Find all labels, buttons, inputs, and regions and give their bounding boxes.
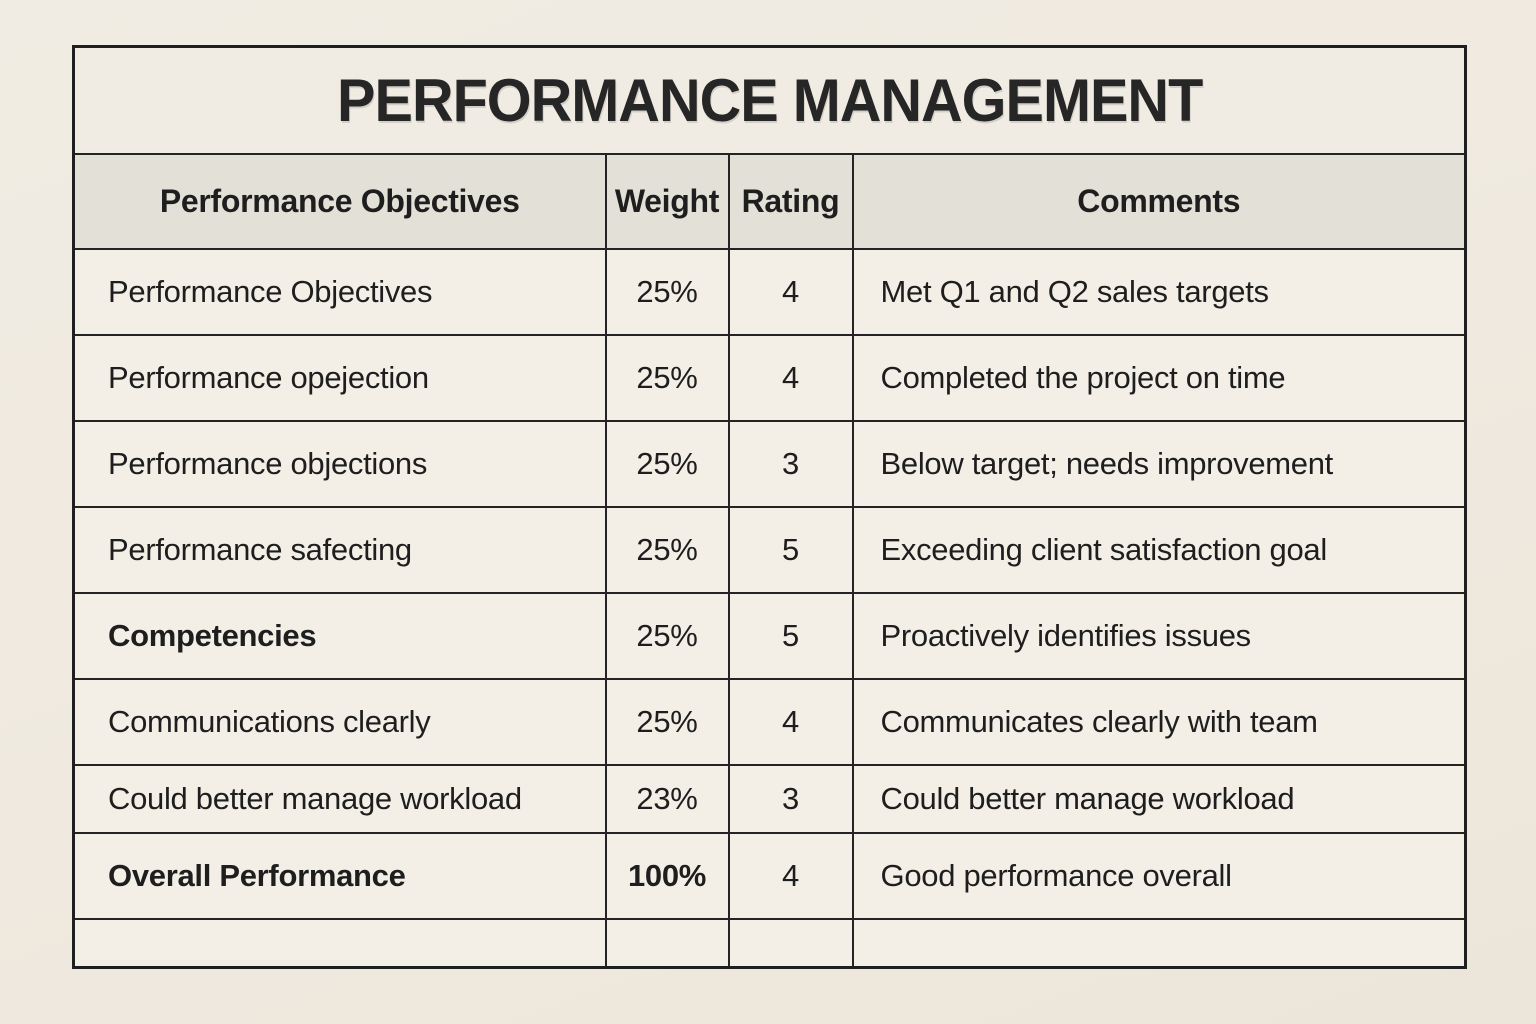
comment-cell: Communicates clearly with team [851, 678, 1467, 766]
weight-cell: 25% [604, 420, 730, 508]
comment-cell: Could better manage workload [851, 764, 1467, 834]
table-header-row: Performance Objectives Weight Rating Com… [72, 153, 1467, 250]
weight-cell: 25% [604, 248, 730, 336]
rating-cell: 4 [727, 334, 854, 422]
table-row: Performance objections 25% 3 Below targe… [72, 420, 1467, 508]
rating-cell: 5 [727, 592, 854, 680]
weight-cell: 25% [604, 592, 730, 680]
column-header-comments: Comments [851, 153, 1467, 250]
rating-cell: 4 [727, 248, 854, 336]
performance-table: PERFORMANCE MANAGEMENT Performance Objec… [72, 45, 1468, 969]
objective-cell: Competencies [72, 592, 607, 680]
page-title: PERFORMANCE MANAGEMENT [336, 67, 1203, 134]
comment-cell: Proactively identifies issues [851, 592, 1467, 680]
objective-cell: Communications clearly [72, 678, 607, 766]
table-row: Performance safecting 25% 5 Exceeding cl… [72, 506, 1467, 594]
comment-cell: Exceeding client satisfaction goal [851, 506, 1467, 594]
table-title-row: PERFORMANCE MANAGEMENT [72, 45, 1467, 155]
weight-cell: 25% [604, 678, 730, 766]
table-row: Competencies 25% 5 Proactively identifie… [72, 592, 1467, 680]
weight-cell: 23% [604, 764, 730, 834]
rating-cell: 3 [727, 764, 854, 834]
weight-cell: 25% [604, 334, 730, 422]
objective-cell: Performance opejection [72, 334, 607, 422]
table-row: Performance opejection 25% 4 Completed t… [72, 334, 1467, 422]
rating-cell: 4 [727, 678, 854, 766]
rating-cell: 5 [727, 506, 854, 594]
objective-cell [72, 918, 607, 968]
objective-cell: Performance objections [72, 420, 607, 508]
objective-cell: Performance Objectives [72, 248, 607, 336]
table-row: Could better manage workload 23% 3 Could… [72, 764, 1467, 834]
rating-cell: 4 [727, 832, 854, 920]
comment-cell: Below target; needs improvement [851, 420, 1467, 508]
comment-cell: Met Q1 and Q2 sales targets [851, 248, 1467, 336]
objective-cell: Could better manage workload [72, 764, 607, 834]
title-cell: PERFORMANCE MANAGEMENT [72, 45, 1467, 155]
table-row: Communications clearly 25% 4 Communicate… [72, 678, 1467, 766]
weight-cell: 100% [604, 832, 730, 920]
objective-cell: Performance safecting [72, 506, 607, 594]
table-row: Overall Performance 100% 4 Good performa… [72, 832, 1467, 920]
rating-cell: 3 [727, 420, 854, 508]
table-row-empty [72, 918, 1467, 968]
column-header-rating: Rating [727, 153, 854, 250]
comment-cell [851, 918, 1467, 968]
comment-cell: Good performance overall [851, 832, 1467, 920]
rating-cell [727, 918, 854, 968]
comment-cell: Completed the project on time [851, 334, 1467, 422]
weight-cell [604, 918, 730, 968]
column-header-objectives: Performance Objectives [72, 153, 607, 250]
objective-cell: Overall Performance [72, 832, 607, 920]
table-row: Performance Objectives 25% 4 Met Q1 and … [72, 248, 1467, 336]
column-header-weight: Weight [604, 153, 730, 250]
weight-cell: 25% [604, 506, 730, 594]
